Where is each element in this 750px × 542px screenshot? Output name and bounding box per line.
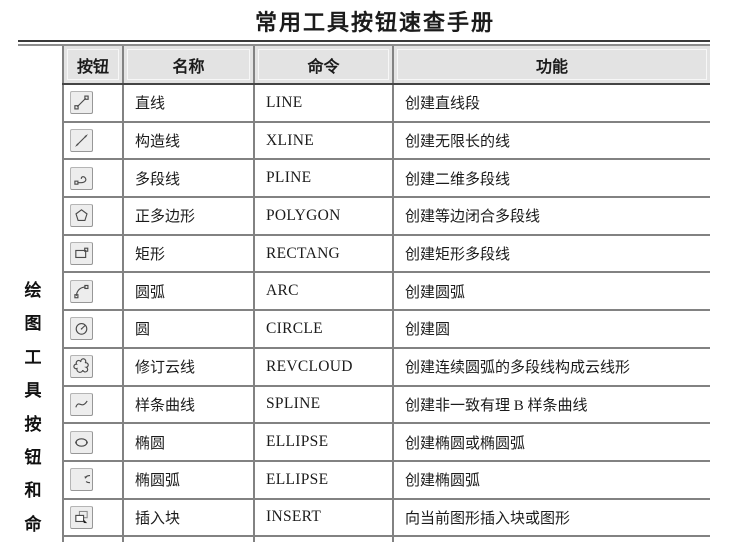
tool-command: CIRCLE xyxy=(253,311,392,347)
category-label-char: 和 xyxy=(24,481,42,501)
table-body: 直线 LINE 创建直线段 构造线 XLINE 创建无限长的线 多段线 PLINE 创建二维多段… xyxy=(62,85,710,542)
tool-name: 修订云线 xyxy=(122,348,253,385)
table-row: 样条曲线 SPLINE 创建非一致有理 B 样条曲线 xyxy=(62,386,710,425)
button-cell xyxy=(62,499,122,536)
tool-name: 椭圆 xyxy=(122,424,253,460)
table-header-row: 按钮 名称 命令 功能 xyxy=(62,46,710,85)
horizontal-rule-top xyxy=(18,40,710,42)
tool-function: 创建椭圆或椭圆弧 xyxy=(392,424,710,460)
category-label-char: 绘 xyxy=(24,281,42,300)
tool-command: REVCLOUD xyxy=(253,348,392,385)
tool-name: 圆弧 xyxy=(122,273,253,310)
button-cell xyxy=(62,122,122,159)
button-cell xyxy=(62,160,122,197)
tool-command: PLINE xyxy=(253,160,392,197)
column-header-button: 按钮 xyxy=(62,46,122,83)
tool-function: 创建圆 xyxy=(392,311,710,347)
table-row: 构造线 XLINE 创建无限长的线 xyxy=(62,122,710,161)
category-label-char: 按 xyxy=(24,414,42,434)
revcloud-icon xyxy=(70,355,93,379)
button-cell xyxy=(62,311,122,347)
column-header-command: 命令 xyxy=(253,46,392,83)
tool-name: 椭圆弧 xyxy=(122,461,253,498)
button-cell xyxy=(62,348,122,385)
tool-command: SPLINE xyxy=(253,386,392,423)
tool-function: 创建非一致有理 B 样条曲线 xyxy=(392,386,710,423)
table-row: 正多边形 POLYGON 创建等边闭合多段线 xyxy=(62,198,710,236)
spline-icon xyxy=(70,392,93,416)
tool-command: INSERT xyxy=(253,499,392,536)
tool-function: 创建二维多段线 xyxy=(392,160,710,197)
circle-icon xyxy=(70,317,93,341)
tool-function: 向当前图形插入块或图形 xyxy=(392,499,710,536)
category-label-char: 图 xyxy=(24,314,42,334)
category-label-char: 工 xyxy=(24,347,42,367)
ellipse-icon xyxy=(70,430,93,454)
tool-function: 创建无限长的线 xyxy=(392,122,710,159)
tool-name: 构造线 xyxy=(122,122,253,159)
tool-function: 创建直线段 xyxy=(392,85,710,121)
category-label-char: 命 xyxy=(24,514,42,534)
tool-name: 直线 xyxy=(122,85,253,121)
button-cell xyxy=(62,461,122,498)
button-cell xyxy=(62,424,122,460)
tool-command: XLINE xyxy=(253,122,392,159)
table-row: 圆 CIRCLE 创建圆 xyxy=(62,311,710,349)
tool-name: 样条曲线 xyxy=(122,386,253,423)
toolbar-reference-table: 按钮 名称 命令 功能 直线 LINE 创建直线段 构造线 XLINE 创建无限长的线 多段… xyxy=(62,46,710,542)
tool-command: ELLIPSE xyxy=(253,424,392,460)
tool-name: 圆 xyxy=(122,311,253,347)
arc-icon xyxy=(70,279,93,303)
tool-name: 多段线 xyxy=(122,160,253,197)
category-vertical-label: 绘图工具按钮和命 xyxy=(20,274,46,541)
tool-command: LINE xyxy=(253,85,392,121)
rectang-icon xyxy=(70,242,93,266)
button-cell xyxy=(62,198,122,234)
tool-function: 创建矩形多段线 xyxy=(392,235,710,272)
button-cell xyxy=(62,386,122,423)
table-row: 直线 LINE 创建直线段 xyxy=(62,85,710,123)
tool-name: 矩形 xyxy=(122,235,253,272)
table-row-partial xyxy=(62,537,710,542)
tool-function: 创建椭圆弧 xyxy=(392,461,710,498)
tool-function: 创建圆弧 xyxy=(392,273,710,310)
insert-icon xyxy=(70,505,93,529)
line-icon xyxy=(70,91,93,115)
button-cell xyxy=(62,85,122,121)
category-label-char: 具 xyxy=(24,381,42,401)
ellipse-arc-icon xyxy=(70,468,93,492)
tool-function: 创建等边闭合多段线 xyxy=(392,198,710,234)
polygon-icon xyxy=(70,204,93,228)
tool-name: 正多边形 xyxy=(122,198,253,234)
table-row: 矩形 RECTANG 创建矩形多段线 xyxy=(62,235,710,274)
table-row: 圆弧 ARC 创建圆弧 xyxy=(62,273,710,312)
button-cell xyxy=(62,273,122,310)
tool-command: POLYGON xyxy=(253,198,392,234)
category-label-char: 钮 xyxy=(24,447,42,467)
tool-command: ARC xyxy=(253,273,392,310)
button-cell xyxy=(62,235,122,272)
column-header-name: 名称 xyxy=(122,46,253,83)
tool-function: 创建连续圆弧的多段线构成云线形 xyxy=(392,348,710,385)
table-row: 多段线 PLINE 创建二维多段线 xyxy=(62,160,710,199)
table-row: 修订云线 REVCLOUD 创建连续圆弧的多段线构成云线形 xyxy=(62,348,710,387)
horizontal-rule-bottom xyxy=(18,44,710,46)
column-header-function: 功能 xyxy=(392,46,710,83)
page-title: 常用工具按钮速查手册 xyxy=(254,10,495,35)
tool-command: ELLIPSE xyxy=(253,461,392,498)
table-row: 椭圆弧 ELLIPSE 创建椭圆弧 xyxy=(62,461,710,500)
tool-name: 插入块 xyxy=(122,499,253,536)
table-row: 插入块 INSERT 向当前图形插入块或图形 xyxy=(62,499,710,538)
table-row: 椭圆 ELLIPSE 创建椭圆或椭圆弧 xyxy=(62,424,710,462)
xline-icon xyxy=(70,129,93,153)
tool-command: RECTANG xyxy=(253,235,392,272)
pline-icon xyxy=(70,166,93,190)
